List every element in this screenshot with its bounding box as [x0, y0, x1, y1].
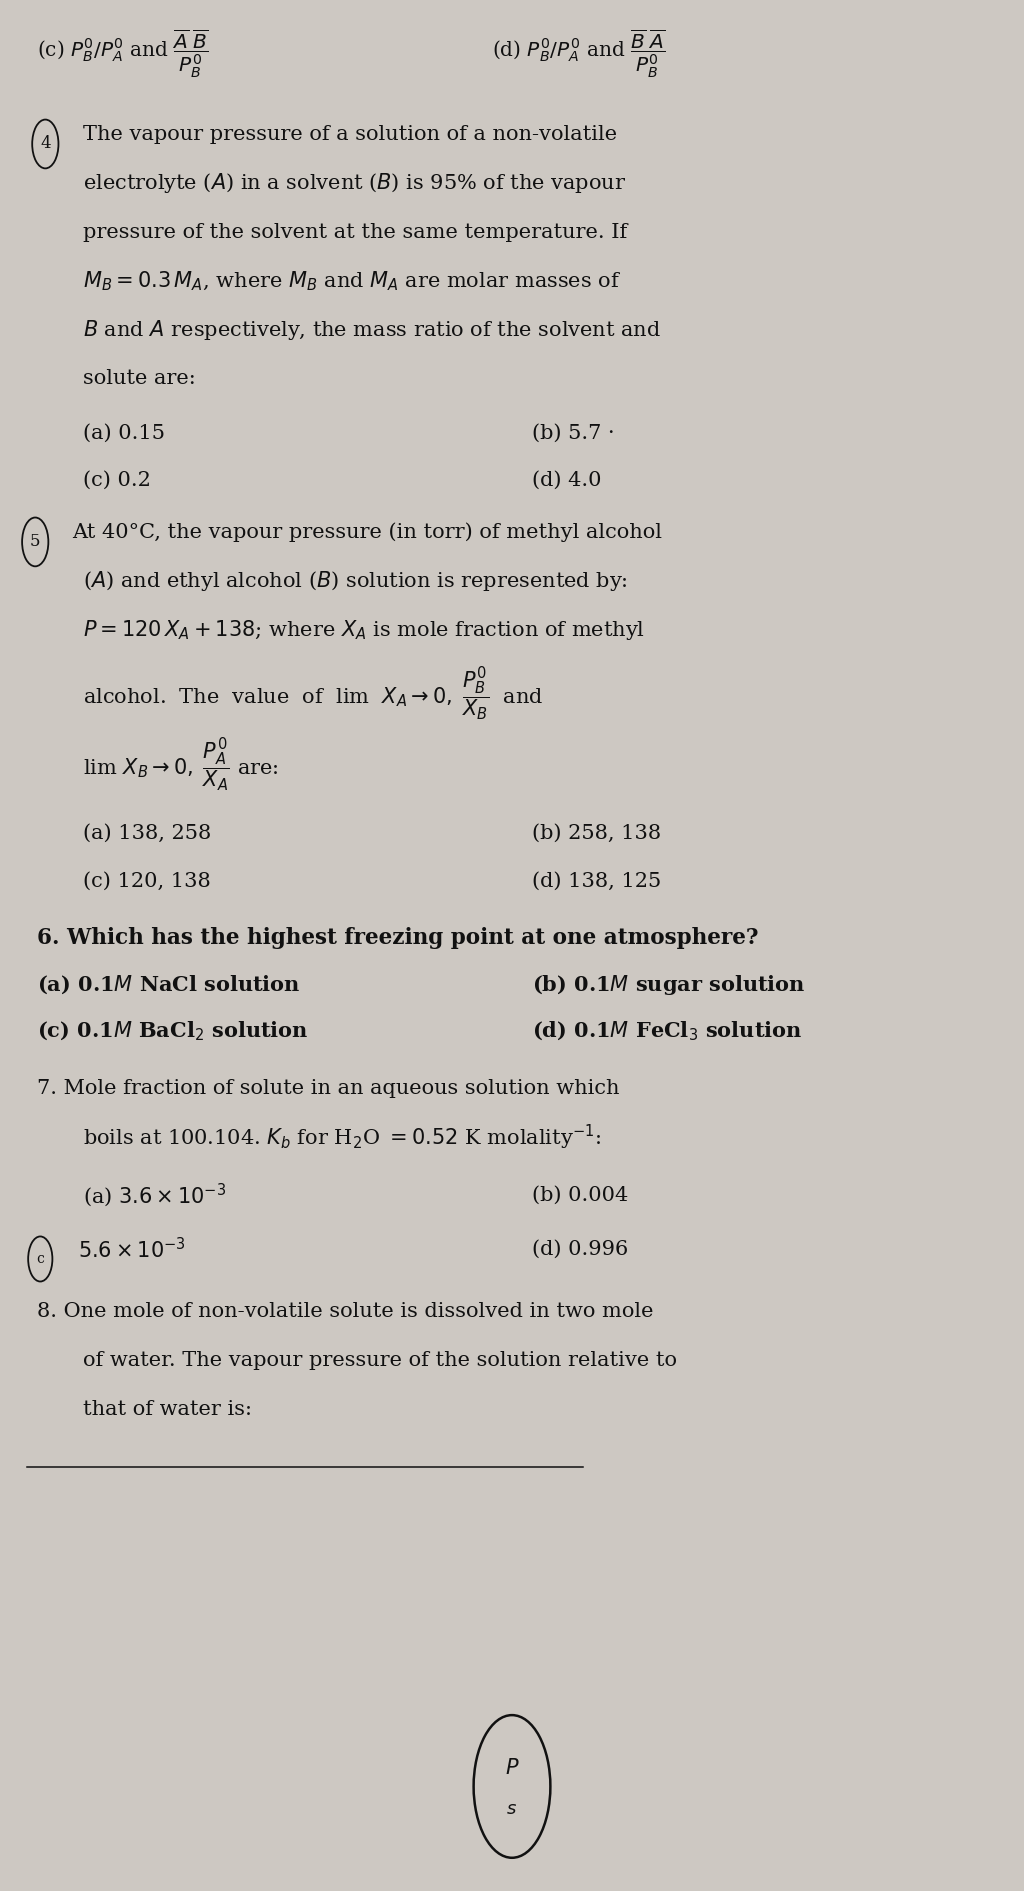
Text: of water. The vapour pressure of the solution relative to: of water. The vapour pressure of the sol…	[83, 1350, 677, 1369]
Text: $5.6\times10^{-3}$: $5.6\times10^{-3}$	[78, 1237, 185, 1261]
Text: $B$ and $A$ respectively, the mass ratio of the solvent and: $B$ and $A$ respectively, the mass ratio…	[83, 318, 660, 342]
Text: (b) 0.1$M$ sugar solution: (b) 0.1$M$ sugar solution	[532, 972, 806, 997]
Text: pressure of the solvent at the same temperature. If: pressure of the solvent at the same temp…	[83, 223, 627, 242]
Text: (c) $P_B^0/P_A^0$ and $\dfrac{\overline{A}\;\overline{B}}{P_B^0}$: (c) $P_B^0/P_A^0$ and $\dfrac{\overline{…	[37, 28, 209, 79]
Text: ($A$) and ethyl alcohol ($B$) solution is represented by:: ($A$) and ethyl alcohol ($B$) solution i…	[83, 569, 628, 594]
Text: solute are:: solute are:	[83, 369, 196, 388]
Text: (d) 0.1$M$ FeCl$_3$ solution: (d) 0.1$M$ FeCl$_3$ solution	[532, 1021, 803, 1044]
Text: The vapour pressure of a solution of a non-volatile: The vapour pressure of a solution of a n…	[83, 125, 616, 144]
Text: (c) 0.2: (c) 0.2	[83, 471, 151, 490]
Text: alcohol.  The  value  of  lim  $X_A{\to}0,\;\dfrac{P_B^0}{X_B}$  and: alcohol. The value of lim $X_A{\to}0,\;\…	[83, 666, 543, 722]
Text: lim $X_B{\to}0,\;\dfrac{P_A^0}{X_A}$ are:: lim $X_B{\to}0,\;\dfrac{P_A^0}{X_A}$ are…	[83, 737, 279, 794]
Text: (d) 138, 125: (d) 138, 125	[532, 872, 662, 891]
Text: At 40°C, the vapour pressure (in torr) of methyl alcohol: At 40°C, the vapour pressure (in torr) o…	[73, 522, 663, 543]
Text: c: c	[36, 1252, 44, 1265]
Text: boils at 100.104. $K_b$ for H$_2$O $= 0.52$ K molality$^{-1}$:: boils at 100.104. $K_b$ for H$_2$O $= 0.…	[83, 1123, 601, 1152]
Text: electrolyte ($A$) in a solvent ($B$) is 95% of the vapour: electrolyte ($A$) in a solvent ($B$) is …	[83, 172, 626, 195]
Text: (a) 0.15: (a) 0.15	[83, 424, 165, 442]
Text: (d) 4.0: (d) 4.0	[532, 471, 602, 490]
Text: (c) 0.1$M$ BaCl$_2$ solution: (c) 0.1$M$ BaCl$_2$ solution	[37, 1021, 308, 1044]
Text: $P$: $P$	[505, 1757, 519, 1778]
Text: $s$: $s$	[507, 1800, 517, 1817]
Text: 8. One mole of non-volatile solute is dissolved in two mole: 8. One mole of non-volatile solute is di…	[37, 1303, 653, 1322]
Text: (b) 5.7 ·: (b) 5.7 ·	[532, 424, 614, 442]
Text: (b) 0.004: (b) 0.004	[532, 1186, 629, 1205]
Text: (d) $P_B^0/P_A^0$ and $\dfrac{\overline{B}\;\overline{A}}{P_B^0}$: (d) $P_B^0/P_A^0$ and $\dfrac{\overline{…	[492, 28, 666, 79]
Circle shape	[474, 1715, 550, 1857]
Text: 7. Mole fraction of solute in an aqueous solution which: 7. Mole fraction of solute in an aqueous…	[37, 1078, 620, 1097]
Text: (d) 0.996: (d) 0.996	[532, 1240, 629, 1259]
Text: (b) 258, 138: (b) 258, 138	[532, 823, 662, 841]
Text: $P = 120\,X_A + 138$; where $X_A$ is mole fraction of methyl: $P = 120\,X_A + 138$; where $X_A$ is mol…	[83, 618, 645, 643]
Text: $M_B =0.3\,M_A$, where $M_B$ and $M_A$ are molar masses of: $M_B =0.3\,M_A$, where $M_B$ and $M_A$ a…	[83, 269, 621, 293]
Text: 5: 5	[30, 533, 41, 550]
Text: (c) 120, 138: (c) 120, 138	[83, 872, 211, 891]
Text: 6. Which has the highest freezing point at one atmosphere?: 6. Which has the highest freezing point …	[37, 927, 759, 949]
Text: that of water is:: that of water is:	[83, 1399, 252, 1418]
Text: 4: 4	[40, 136, 50, 153]
Text: (a) 0.1$M$ NaCl solution: (a) 0.1$M$ NaCl solution	[37, 974, 301, 997]
Text: (a) $3.6\times10^{-3}$: (a) $3.6\times10^{-3}$	[83, 1182, 226, 1208]
Text: (a) 138, 258: (a) 138, 258	[83, 823, 211, 841]
